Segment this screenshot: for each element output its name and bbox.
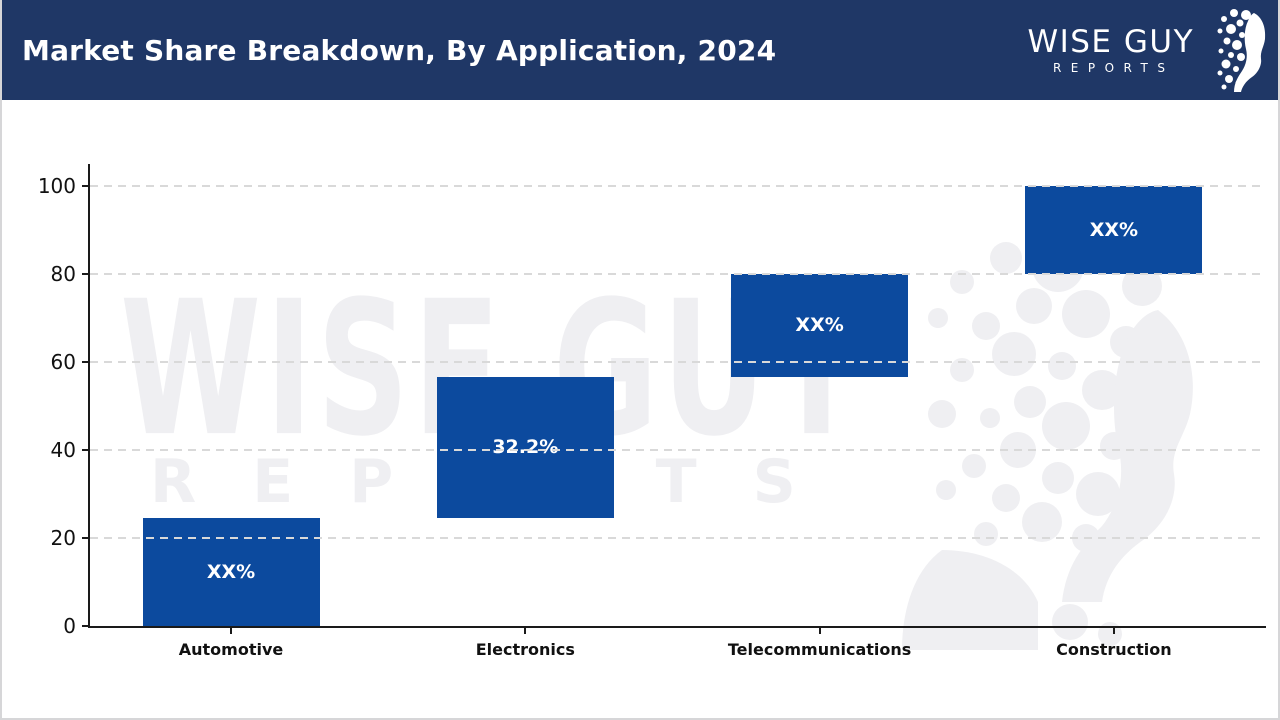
y-tick-label: 40 [50,438,76,462]
header: Market Share Breakdown, By Application, … [2,0,1278,100]
y-tick-label: 100 [37,174,76,198]
x-tick-mark [524,626,527,634]
page-title: Market Share Breakdown, By Application, … [22,33,777,67]
y-tick-mark [82,625,90,627]
wiseguy-logo: WISE GUY REPORTS [1027,7,1268,93]
gridline [90,361,1266,363]
bar-construction: XX% [1025,186,1203,274]
bar-automotive: XX% [142,518,320,626]
x-tick-mark [230,626,232,634]
x-axis-line [88,626,1266,628]
bar-value-label: XX% [1089,219,1139,241]
y-tick-mark [82,273,90,275]
x-tick-label: Telecommunications [727,640,912,659]
y-tick-mark [82,185,90,187]
logo-subtitle: REPORTS [1052,61,1175,75]
y-tick-label: 80 [50,262,76,286]
x-tick-label: Construction [1056,640,1172,659]
y-tick-mark [82,537,90,539]
x-tick-mark [818,626,821,634]
bar-value-label: XX% [206,561,256,584]
y-axis-line [88,164,90,628]
gridline [90,185,1266,187]
gridline [90,449,1266,451]
bar-value-label: 32.2% [492,436,559,459]
bar-value-label: XX% [795,314,844,337]
gridline [90,537,1266,539]
x-tick-label: Automotive [178,640,284,659]
y-tick-label: 60 [50,350,76,374]
wiseguy-head-icon [1217,9,1266,92]
bar-electronics: 32.2% [436,376,614,519]
gridline [90,273,1266,275]
bar-telecommunications: XX% [731,274,909,377]
x-tick-label: Electronics [475,640,575,659]
y-tick-mark [82,361,90,363]
y-tick-mark [82,449,90,451]
logo-wordmark: WISE GUY [1027,24,1194,60]
logo-text: WISE GUY REPORTS [1027,25,1194,75]
y-tick-label: 20 [50,526,76,550]
y-tick-label: 0 [63,614,76,638]
